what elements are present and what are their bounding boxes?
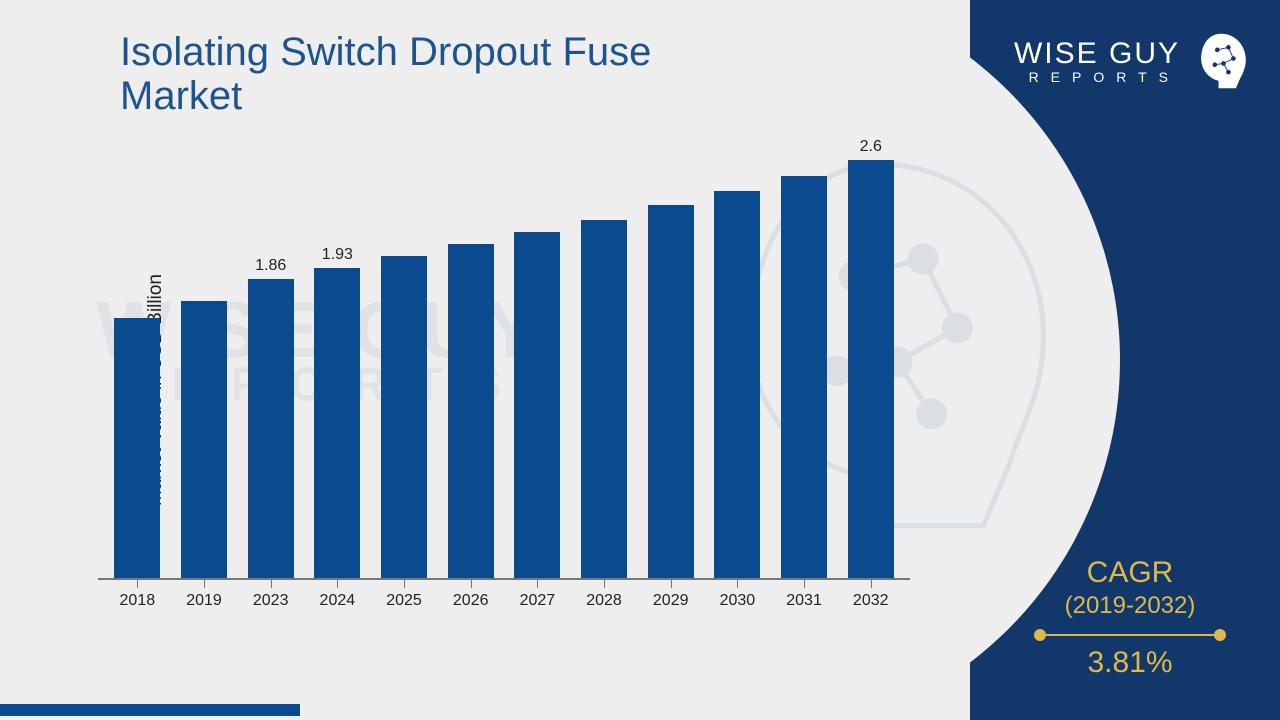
x-tick-label: 2025 (371, 580, 438, 620)
x-tick-label: 2030 (704, 580, 771, 620)
cagr-range: (2019-2032) (1010, 592, 1250, 620)
x-tick-label: 2023 (237, 580, 304, 620)
x-tick-label: 2031 (771, 580, 838, 620)
bar-wrap: 1.93 (304, 160, 371, 578)
x-tick-label: 2029 (637, 580, 704, 620)
x-tick-label: 2032 (837, 580, 904, 620)
x-axis-ticks: 2018201920232024202520262027202820292030… (98, 580, 910, 620)
bar-wrap (437, 160, 504, 578)
bar-wrap (771, 160, 838, 578)
bar-wrap (171, 160, 238, 578)
bar-value-label: 1.93 (307, 246, 367, 264)
cagr-divider (1040, 634, 1220, 636)
x-tick-label: 2019 (171, 580, 238, 620)
brand-line2: REPORTS (1014, 69, 1180, 85)
bar-chart: Market Value in USD Billion 1.861.932.6 … (40, 160, 910, 620)
bar-wrap (104, 160, 171, 578)
bar-wrap: 1.86 (237, 160, 304, 578)
cagr-title: CAGR (1010, 556, 1250, 590)
bars-container: 1.86 1.93 2.6 (98, 160, 910, 578)
page-root: WISE GUY REPORTS WISE GUY REPORTS (0, 0, 1280, 720)
bar (848, 160, 894, 578)
brand-logo: WISE GUY REPORTS (1014, 30, 1252, 92)
bar-value-label: 1.86 (241, 257, 301, 275)
bar (514, 232, 560, 578)
chart-title: Isolating Switch Dropout Fuse Market (120, 30, 760, 118)
bar-wrap (371, 160, 438, 578)
bar-wrap (637, 160, 704, 578)
bar (181, 301, 227, 578)
x-tick-label: 2024 (304, 580, 371, 620)
bar (114, 318, 160, 578)
bar (581, 220, 627, 579)
x-tick-label: 2028 (571, 580, 638, 620)
x-tick-label: 2018 (104, 580, 171, 620)
bar (448, 244, 494, 578)
accent-bar (0, 704, 300, 716)
cagr-box: CAGR (2019-2032) 3.81% (1010, 556, 1250, 680)
bar-wrap (504, 160, 571, 578)
brand-logo-text: WISE GUY REPORTS (1014, 37, 1180, 85)
bar-value-label: 2.6 (841, 138, 901, 156)
x-tick-label: 2027 (504, 580, 571, 620)
x-tick-label: 2026 (437, 580, 504, 620)
plot-area: 1.86 1.93 2.6 (98, 160, 910, 580)
brand-head-icon (1190, 30, 1252, 92)
cagr-value: 3.81% (1010, 646, 1250, 680)
bar-wrap (571, 160, 638, 578)
bar (648, 205, 694, 578)
bar (248, 279, 294, 578)
bar (314, 268, 360, 578)
bar (781, 176, 827, 578)
bar (381, 256, 427, 578)
bar-wrap (704, 160, 771, 578)
brand-line1: WISE GUY (1014, 37, 1180, 71)
bar-wrap: 2.6 (837, 160, 904, 578)
bar (714, 191, 760, 578)
